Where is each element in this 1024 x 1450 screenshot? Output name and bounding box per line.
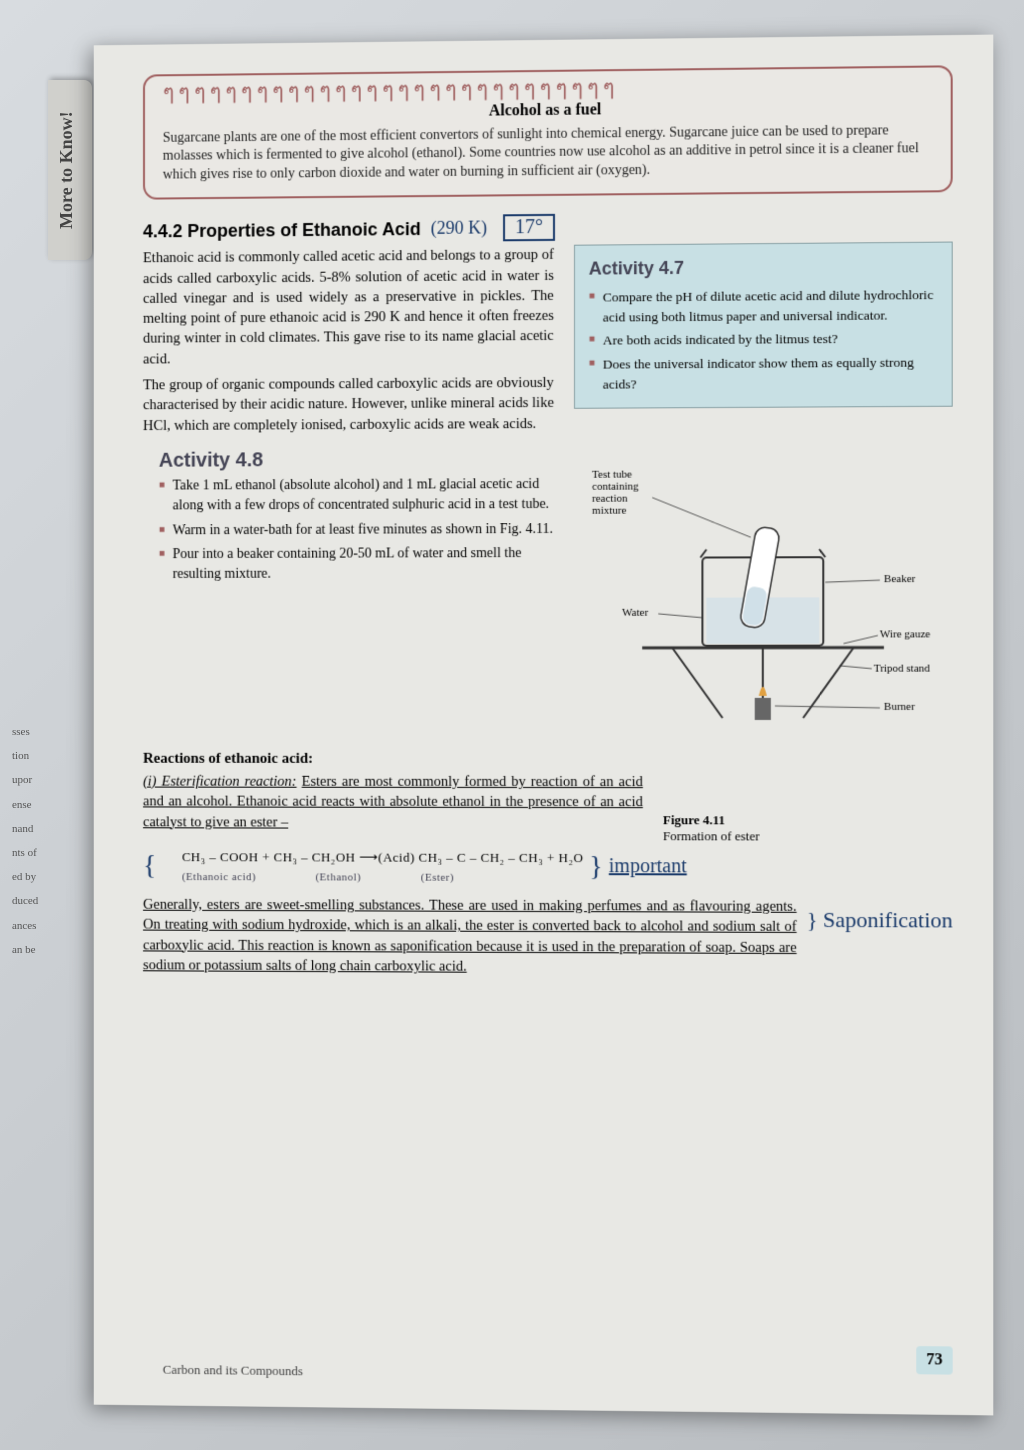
label-tripod: Tripod stand bbox=[874, 662, 931, 674]
saponification-para: Generally, esters are sweet-smelling sub… bbox=[143, 895, 797, 979]
handwriting-290k: (290 K) bbox=[431, 218, 487, 239]
activity48-title: Activity 4.8 bbox=[159, 448, 554, 473]
equation: CH₃ – COOH + CH₃ – CH₂OH ⟶(Acid) CH₃ – C… bbox=[182, 849, 583, 866]
eq-label-ethanol: (Ethanol) bbox=[315, 871, 361, 883]
bullet-icon: ■ bbox=[159, 521, 165, 541]
activity47-b2: Are both acids indicated by the litmus t… bbox=[603, 329, 838, 350]
chapter-footer: Carbon and its Compounds bbox=[163, 1362, 303, 1380]
eq-label-ester: (Ester) bbox=[421, 872, 454, 884]
bullet-icon: ■ bbox=[159, 545, 165, 585]
svg-text:containing: containing bbox=[592, 480, 639, 492]
handwriting-saponification: } Saponification bbox=[807, 907, 953, 934]
section-heading: 4.4.2 Properties of Ethanoic Acid bbox=[143, 219, 421, 242]
page-number: 73 bbox=[916, 1346, 952, 1375]
side-tab: More to Know! bbox=[48, 80, 92, 260]
textbook-page: ๆๆๆๆๆๆๆๆๆๆๆๆๆๆๆๆๆๆๆๆๆๆๆๆๆๆๆๆๆ Alcohol as… bbox=[94, 35, 994, 1416]
svg-text:reaction: reaction bbox=[592, 493, 628, 505]
knowbox-text: Sugarcane plants are one of the most eff… bbox=[163, 121, 933, 185]
activity47-title: Activity 4.7 bbox=[589, 253, 938, 282]
activity48-b3: Pour into a beaker containing 20-50 mL o… bbox=[173, 544, 554, 586]
figure-caption: Figure 4.11 bbox=[663, 812, 953, 829]
bullet-icon: ■ bbox=[589, 288, 595, 327]
left-page-edge-text: sses tion upor ense nand nts of ed by du… bbox=[12, 720, 38, 962]
label-testtube: Test tube bbox=[592, 468, 632, 480]
brace-icon: } bbox=[589, 851, 602, 883]
figure-subcaption: Formation of ester bbox=[663, 828, 953, 845]
activity48-b2: Warm in a water-bath for at least five m… bbox=[173, 519, 553, 541]
paragraph-properties-2: The group of organic compounds called ca… bbox=[143, 373, 554, 436]
bullet-icon: ■ bbox=[589, 355, 595, 394]
more-to-know-box: ๆๆๆๆๆๆๆๆๆๆๆๆๆๆๆๆๆๆๆๆๆๆๆๆๆๆๆๆๆ Alcohol as… bbox=[143, 65, 953, 200]
paragraph-properties-1: Ethanoic acid is commonly called acetic … bbox=[143, 245, 554, 369]
handwriting-17deg: 17° bbox=[503, 214, 555, 241]
esterification-text: (i) Esterification reaction: Esters are … bbox=[143, 772, 643, 833]
activity-4-7: Activity 4.7 ■Compare the pH of dilute a… bbox=[574, 242, 953, 409]
label-burner: Burner bbox=[884, 701, 915, 713]
handwriting-important: important bbox=[609, 856, 687, 879]
reactions-heading: Reactions of ethanoic acid: bbox=[143, 751, 953, 768]
label-wiregauze: Wire gauze bbox=[880, 628, 931, 640]
activity47-b3: Does the universal indicator show them a… bbox=[603, 352, 938, 393]
brace-icon: { bbox=[143, 850, 156, 882]
label-beaker: Beaker bbox=[884, 573, 916, 585]
ester-apparatus-diagram: Test tube containing reaction mixture Be… bbox=[574, 436, 953, 738]
eq-label-acid: (Ethanoic acid) bbox=[182, 871, 256, 883]
svg-text:mixture: mixture bbox=[592, 505, 626, 517]
activity47-b1: Compare the pH of dilute acetic acid and… bbox=[603, 285, 938, 327]
label-water: Water bbox=[622, 607, 648, 619]
activity48-b1: Take 1 mL ethanol (absolute alcohol) and… bbox=[173, 475, 554, 517]
bullet-icon: ■ bbox=[159, 477, 165, 517]
bullet-icon: ■ bbox=[589, 331, 595, 351]
